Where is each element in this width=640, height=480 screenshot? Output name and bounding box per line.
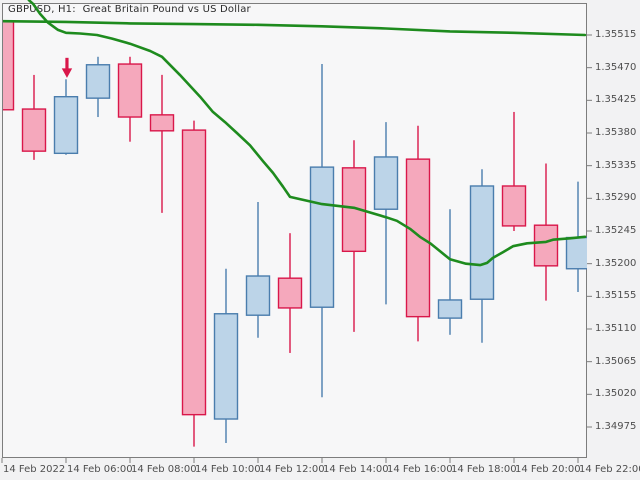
axis-ticks [1, 34, 592, 463]
arrow-head [61, 68, 73, 78]
time-label: 14 Feb 12:00 [259, 464, 325, 475]
ma-slow-line [3, 19, 587, 37]
time-label: 14 Feb 14:00 [323, 464, 389, 475]
candle-bearish [181, 120, 207, 447]
candle-body [533, 224, 559, 267]
candle-bearish [341, 140, 367, 332]
ma-fast-line [27, 0, 587, 267]
time-label: 14 Feb 20:00 [515, 464, 581, 475]
candle-body [21, 108, 47, 152]
price-label: 1.35470 [595, 61, 637, 73]
candle-bullish [213, 268, 239, 443]
candle-body [85, 64, 111, 99]
time-label: 14 Feb 08:00 [131, 464, 197, 475]
candle-bullish [53, 79, 79, 155]
price-label: 1.35245 [595, 224, 637, 236]
time-label: 14 Feb 06:00 [67, 464, 133, 475]
time-label: 14 Feb 2022 [3, 464, 66, 475]
price-label: 1.35335 [595, 159, 637, 171]
time-label: 14 Feb 22:00 [579, 464, 640, 475]
price-label: 1.35065 [595, 355, 637, 367]
candle-bearish [149, 74, 175, 213]
candle-body [3, 20, 15, 111]
candle-bearish [405, 125, 431, 342]
candle-body [341, 167, 367, 253]
candle-body [277, 277, 303, 309]
time-label: 14 Feb 18:00 [451, 464, 517, 475]
price-label: 1.35200 [595, 257, 637, 269]
plot-area [3, 0, 587, 447]
price-label: 1.35110 [595, 322, 637, 334]
candle-body [373, 156, 399, 210]
candle-bullish [245, 201, 271, 338]
price-label: 1.35425 [595, 94, 637, 106]
candle-body [405, 158, 431, 318]
candle-body [117, 63, 143, 118]
candle-bullish [437, 209, 463, 335]
candle-body [437, 299, 463, 319]
price-label: 1.34975 [595, 420, 637, 432]
candle-body [469, 185, 495, 300]
time-label: 14 Feb 16:00 [387, 464, 453, 475]
candle-bearish [501, 111, 527, 231]
candle-bearish [277, 233, 303, 353]
price-label: 1.35380 [595, 126, 637, 138]
price-label: 1.35290 [595, 192, 637, 204]
candle-bearish [21, 74, 47, 160]
candle-body [245, 275, 271, 316]
candle-bearish [117, 56, 143, 142]
candles-layer [3, 20, 587, 447]
candle-body [501, 185, 527, 227]
candle-bullish [469, 169, 495, 343]
candle-bullish [85, 56, 111, 118]
candle-bearish [533, 163, 559, 301]
price-label: 1.35020 [595, 388, 637, 400]
price-label: 1.35515 [595, 29, 637, 40]
chart-title: GBPUSD, H1: Great Britain Pound vs US Do… [8, 4, 251, 15]
candle-bearish [3, 20, 15, 111]
candle-body [149, 114, 175, 132]
sell-arrow-icon [61, 57, 73, 78]
price-label: 1.35155 [595, 290, 637, 302]
candle-body [213, 313, 239, 420]
time-label: 14 Feb 10:00 [195, 464, 261, 475]
candle-body [53, 96, 79, 155]
candle-bullish [373, 122, 399, 305]
candle-body [181, 129, 207, 416]
